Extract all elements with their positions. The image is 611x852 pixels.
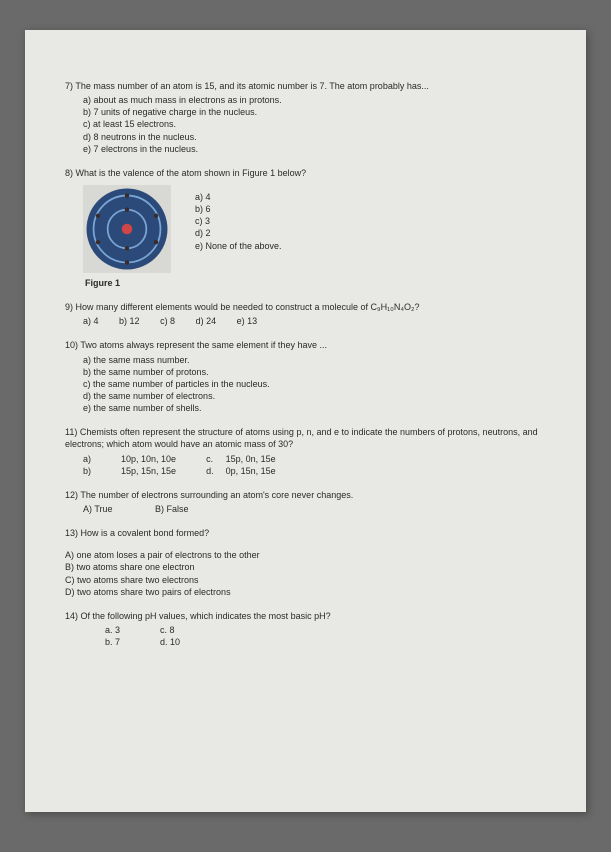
q14-opt-b: b. 7 bbox=[105, 636, 120, 648]
q8-opt-e: e) None of the above. bbox=[195, 240, 282, 252]
q12-opt-a: A) True bbox=[83, 503, 113, 515]
q11-options: a) b) 10p, 10n, 10e 15p, 15n, 15e c. d. … bbox=[65, 453, 551, 477]
q11-text: 11) Chemists often represent the structu… bbox=[65, 426, 551, 450]
q14-col2: c. 8 d. 10 bbox=[160, 624, 180, 648]
q9-opt-e: e) 13 bbox=[237, 315, 258, 327]
q11-col2-vals: 15p, 0n, 15e 0p, 15n, 15e bbox=[226, 453, 276, 477]
q14-options: a. 3 b. 7 c. 8 d. 10 bbox=[65, 624, 551, 648]
q10-text: 10) Two atoms always represent the same … bbox=[65, 339, 551, 351]
q9-text: 9) How many different elements would be … bbox=[65, 301, 551, 313]
q14-text: 14) Of the following pH values, which in… bbox=[65, 610, 551, 622]
q13-text: 13) How is a covalent bond formed? bbox=[65, 527, 551, 539]
q13-options: A) one atom loses a pair of electrons to… bbox=[65, 549, 551, 598]
q8-figure-block: a) 4 b) 6 c) 3 d) 2 e) None of the above… bbox=[83, 185, 551, 273]
question-9: 9) How many different elements would be … bbox=[65, 301, 551, 327]
q8-options: a) 4 b) 6 c) 3 d) 2 e) None of the above… bbox=[195, 185, 282, 252]
q11-d-label: d. bbox=[206, 465, 214, 477]
figure-1-label: Figure 1 bbox=[85, 277, 551, 289]
question-12: 12) The number of electrons surrounding … bbox=[65, 489, 551, 515]
q7-options: a) about as much mass in electrons as in… bbox=[65, 94, 551, 155]
q7-opt-e: e) 7 electrons in the nucleus. bbox=[83, 143, 551, 155]
q10-opt-b: b) the same number of protons. bbox=[83, 366, 551, 378]
q9-opt-c: c) 8 bbox=[160, 315, 175, 327]
q11-c-val: 15p, 0n, 15e bbox=[226, 453, 276, 465]
q7-text: 7) The mass number of an atom is 15, and… bbox=[65, 80, 551, 92]
q8-opt-d: d) 2 bbox=[195, 227, 282, 239]
q11-b-label: b) bbox=[83, 465, 91, 477]
q7-opt-c: c) at least 15 electrons. bbox=[83, 118, 551, 130]
q11-c-label: c. bbox=[206, 453, 214, 465]
worksheet-page: 7) The mass number of an atom is 15, and… bbox=[25, 30, 586, 812]
q10-options: a) the same mass number. b) the same num… bbox=[65, 354, 551, 415]
q11-b-val: 15p, 15n, 15e bbox=[121, 465, 176, 477]
q13-opt-c: C) two atoms share two electrons bbox=[65, 574, 551, 586]
q9-opt-b: b) 12 bbox=[119, 315, 140, 327]
q8-opt-b: b) 6 bbox=[195, 203, 282, 215]
q11-d-val: 0p, 15n, 15e bbox=[226, 465, 276, 477]
question-7: 7) The mass number of an atom is 15, and… bbox=[65, 80, 551, 155]
q14-opt-a: a. 3 bbox=[105, 624, 120, 636]
q12-text: 12) The number of electrons surrounding … bbox=[65, 489, 551, 501]
q8-opt-c: c) 3 bbox=[195, 215, 282, 227]
q9-opt-a: a) 4 bbox=[83, 315, 99, 327]
q8-opt-a: a) 4 bbox=[195, 191, 282, 203]
question-14: 14) Of the following pH values, which in… bbox=[65, 610, 551, 648]
question-8: 8) What is the valence of the atom shown… bbox=[65, 167, 551, 289]
q10-opt-d: d) the same number of electrons. bbox=[83, 390, 551, 402]
q7-opt-b: b) 7 units of negative charge in the nuc… bbox=[83, 106, 551, 118]
q10-opt-e: e) the same number of shells. bbox=[83, 402, 551, 414]
atom-diagram bbox=[83, 185, 171, 273]
q11-col2-labels: c. d. bbox=[206, 453, 214, 477]
q9-opt-d: d) 24 bbox=[196, 315, 217, 327]
q9-options: a) 4 b) 12 c) 8 d) 24 e) 13 bbox=[65, 315, 551, 327]
question-11: 11) Chemists often represent the structu… bbox=[65, 426, 551, 477]
q11-col1-labels: a) b) bbox=[83, 453, 91, 477]
q11-a-val: 10p, 10n, 10e bbox=[121, 453, 176, 465]
q11-a-label: a) bbox=[83, 453, 91, 465]
q12-opt-b: B) False bbox=[155, 503, 189, 515]
q14-col1: a. 3 b. 7 bbox=[105, 624, 120, 648]
q13-opt-a: A) one atom loses a pair of electrons to… bbox=[65, 549, 551, 561]
question-10: 10) Two atoms always represent the same … bbox=[65, 339, 551, 414]
q7-opt-a: a) about as much mass in electrons as in… bbox=[83, 94, 551, 106]
question-13: 13) How is a covalent bond formed? A) on… bbox=[65, 527, 551, 598]
q10-opt-a: a) the same mass number. bbox=[83, 354, 551, 366]
q14-opt-d: d. 10 bbox=[160, 636, 180, 648]
q10-opt-c: c) the same number of particles in the n… bbox=[83, 378, 551, 390]
q13-opt-d: D) two atoms share two pairs of electron… bbox=[65, 586, 551, 598]
q7-opt-d: d) 8 neutrons in the nucleus. bbox=[83, 131, 551, 143]
q14-opt-c: c. 8 bbox=[160, 624, 180, 636]
q11-col1-vals: 10p, 10n, 10e 15p, 15n, 15e bbox=[121, 453, 176, 477]
q13-opt-b: B) two atoms share one electron bbox=[65, 561, 551, 573]
q8-text: 8) What is the valence of the atom shown… bbox=[65, 167, 551, 179]
q12-options: A) True B) False bbox=[65, 503, 551, 515]
